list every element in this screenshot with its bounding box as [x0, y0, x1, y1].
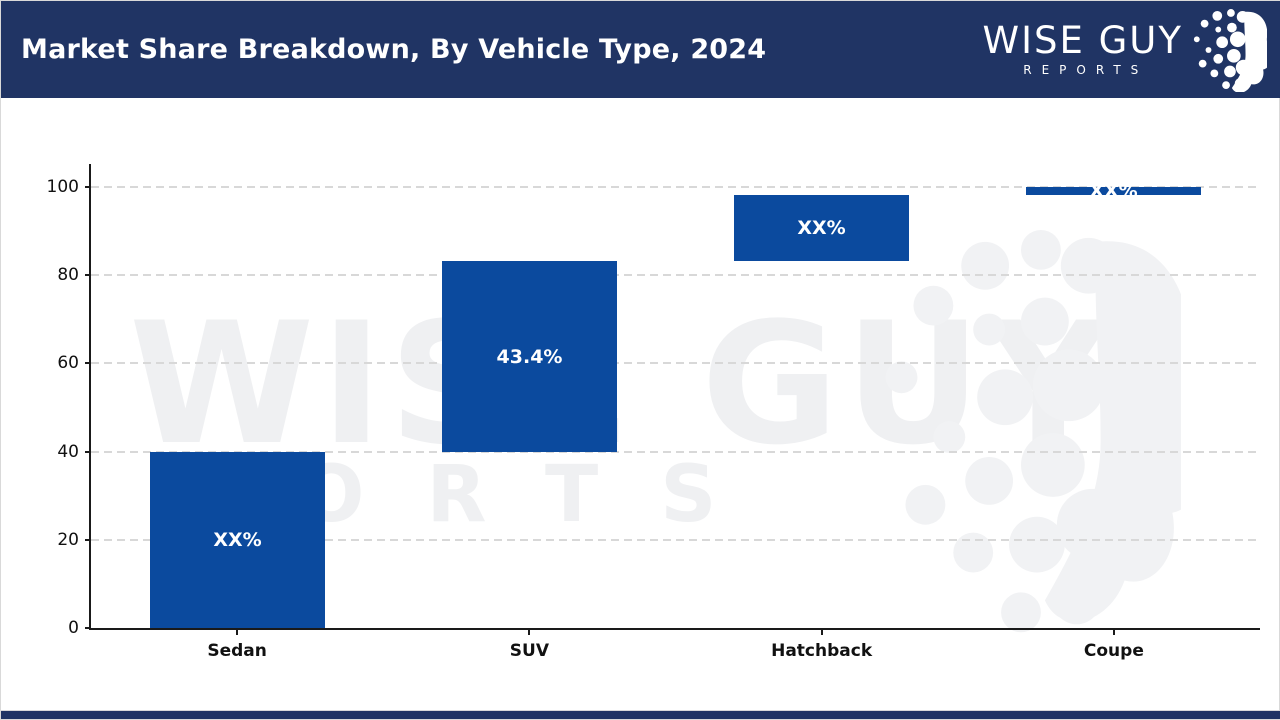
gridline-100 [91, 186, 1260, 188]
footer-bar [1, 710, 1280, 719]
y-tick-mark-100 [85, 186, 91, 188]
chart-title: Market Share Breakdown, By Vehicle Type,… [21, 34, 767, 65]
y-tick-label-20: 20 [57, 529, 79, 550]
gridline-60 [91, 362, 1260, 365]
y-tick-mark-80 [85, 274, 91, 277]
x-tick-mark-sedan [236, 630, 239, 635]
y-tick-mark-60 [85, 362, 91, 365]
bar-suv: 43.4% [442, 261, 617, 453]
x-tick-mark-suv [528, 630, 531, 635]
watermark-layer: WISE GUY PORTS [1, 98, 1279, 711]
watermark-head-icon [885, 229, 1181, 633]
logo-text: WISE GUY REPORTS [983, 22, 1183, 77]
x-tick-mark-hatchback [820, 630, 823, 635]
x-tick-label-coupe: Coupe [1083, 641, 1144, 661]
y-tick-mark-0 [85, 627, 91, 629]
y-tick-label-40: 40 [57, 441, 79, 462]
wise-guy-logo: WISE GUY REPORTS [983, 8, 1280, 92]
y-tick-label-0: 0 [68, 618, 79, 638]
gridline-40 [91, 450, 1260, 453]
y-tick-label-80: 80 [57, 265, 79, 286]
y-tick-label-60: 60 [57, 353, 79, 374]
x-tick-label-suv: SUV [509, 641, 549, 661]
bar-coupe: XX% [1026, 180, 1201, 202]
bar-label-hatchback: XX% [797, 217, 846, 239]
x-tick-label-sedan: Sedan [207, 641, 267, 661]
plot-area: 0 20 40 60 80 100 XX% 43.4% XX% XX% Sedan SUV Hatc… [47, 164, 1260, 661]
bar-hatchback: XX% [734, 194, 909, 262]
bar-label-suv: 43.4% [496, 345, 563, 368]
bar-label-coupe: XX% [1089, 179, 1138, 202]
logo-wordmark: WISE GUY [982, 19, 1183, 62]
header-bar: Market Share Breakdown, By Vehicle Type,… [1, 1, 1280, 98]
y-tick-mark-40 [85, 450, 91, 453]
bar-label-sedan: XX% [213, 529, 262, 552]
gridline-20 [91, 538, 1260, 541]
x-tick-label-hatchback: Hatchback [771, 641, 873, 661]
y-tick-mark-20 [85, 538, 91, 541]
x-tick-mark-coupe [1112, 630, 1115, 635]
logo-head-icon [1193, 8, 1267, 92]
bar-sedan: XX% [150, 452, 325, 628]
logo-subtitle: REPORTS [1023, 63, 1149, 77]
gridline-80 [91, 274, 1260, 277]
y-tick-label-100: 100 [46, 177, 79, 197]
